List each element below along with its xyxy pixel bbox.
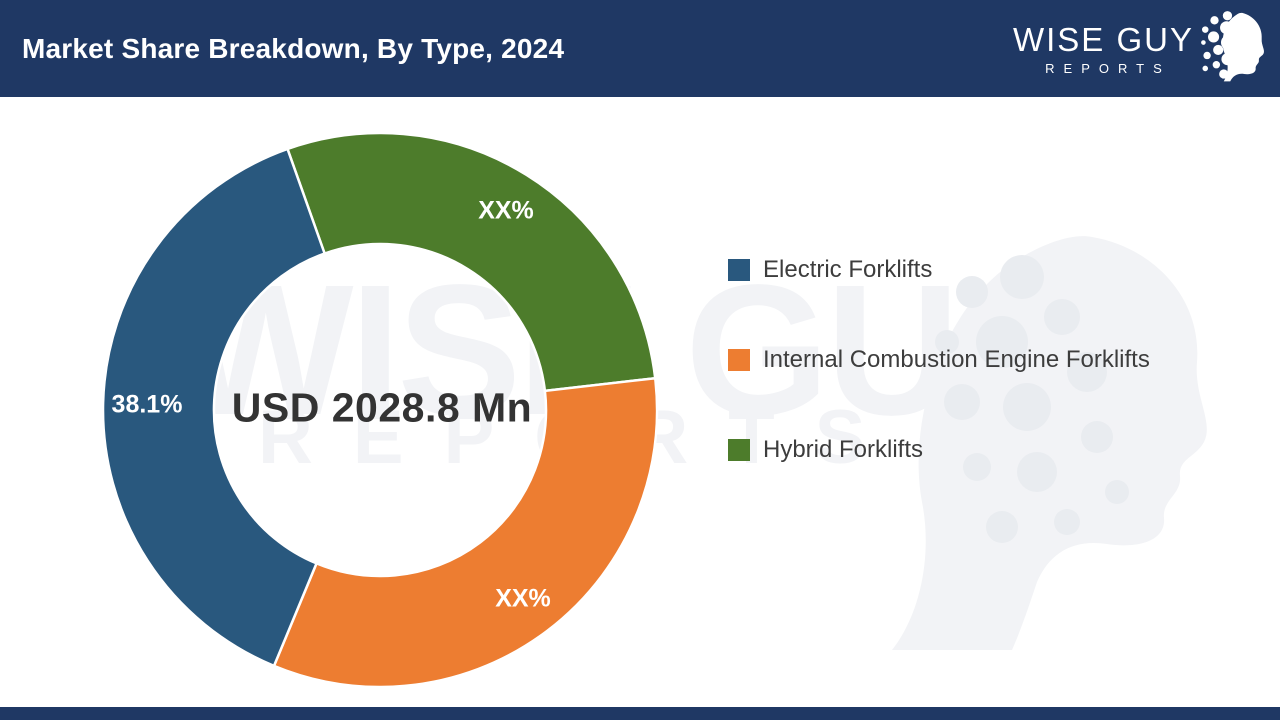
watermark-head-icon	[892, 236, 1207, 651]
slice-hybrid-forklifts	[285, 131, 657, 393]
brand-subtitle: REPORTS	[1045, 61, 1171, 76]
page-title: Market Share Breakdown, By Type, 2024	[22, 32, 565, 64]
legend-item-electric-forklifts: Electric Forklifts	[728, 255, 1150, 285]
slice-label-ice: XX%	[495, 584, 551, 613]
slice-internal-combustion-engine-forklifts	[272, 376, 659, 689]
legend-swatch-ice	[728, 349, 750, 371]
header-bar: Market Share Breakdown, By Type, 2024 WI…	[0, 0, 1280, 97]
donut-chart	[101, 131, 659, 689]
legend-label-ice: Internal Combustion Engine Forklifts	[763, 346, 1150, 373]
legend-swatch-electric	[728, 259, 750, 281]
footer-bar	[0, 707, 1280, 720]
legend-label-hybrid: Hybrid Forklifts	[763, 436, 924, 463]
donut-center-value: USD 2028.8 Mn	[231, 384, 533, 431]
legend-item-ice-forklifts: Internal Combustion Engine Forklifts	[728, 345, 1150, 375]
slice-label-hybrid: XX%	[478, 196, 534, 225]
brand-logo-text: WISE GUY REPORTS	[1013, 21, 1194, 76]
slice-electric-forklifts	[101, 147, 327, 668]
brand-logo: WISE GUY REPORTS	[1013, 9, 1280, 89]
slice-label-electric: 38.1%	[111, 390, 183, 419]
legend-item-hybrid-forklifts: Hybrid Forklifts	[728, 435, 1150, 465]
legend-label-electric: Electric Forklifts	[763, 256, 933, 283]
legend: Electric Forklifts Internal Combustion E…	[728, 255, 1150, 465]
legend-swatch-hybrid	[728, 439, 750, 461]
brand-name: WISE GUY	[1012, 21, 1194, 58]
brain-head-icon	[1201, 10, 1265, 81]
